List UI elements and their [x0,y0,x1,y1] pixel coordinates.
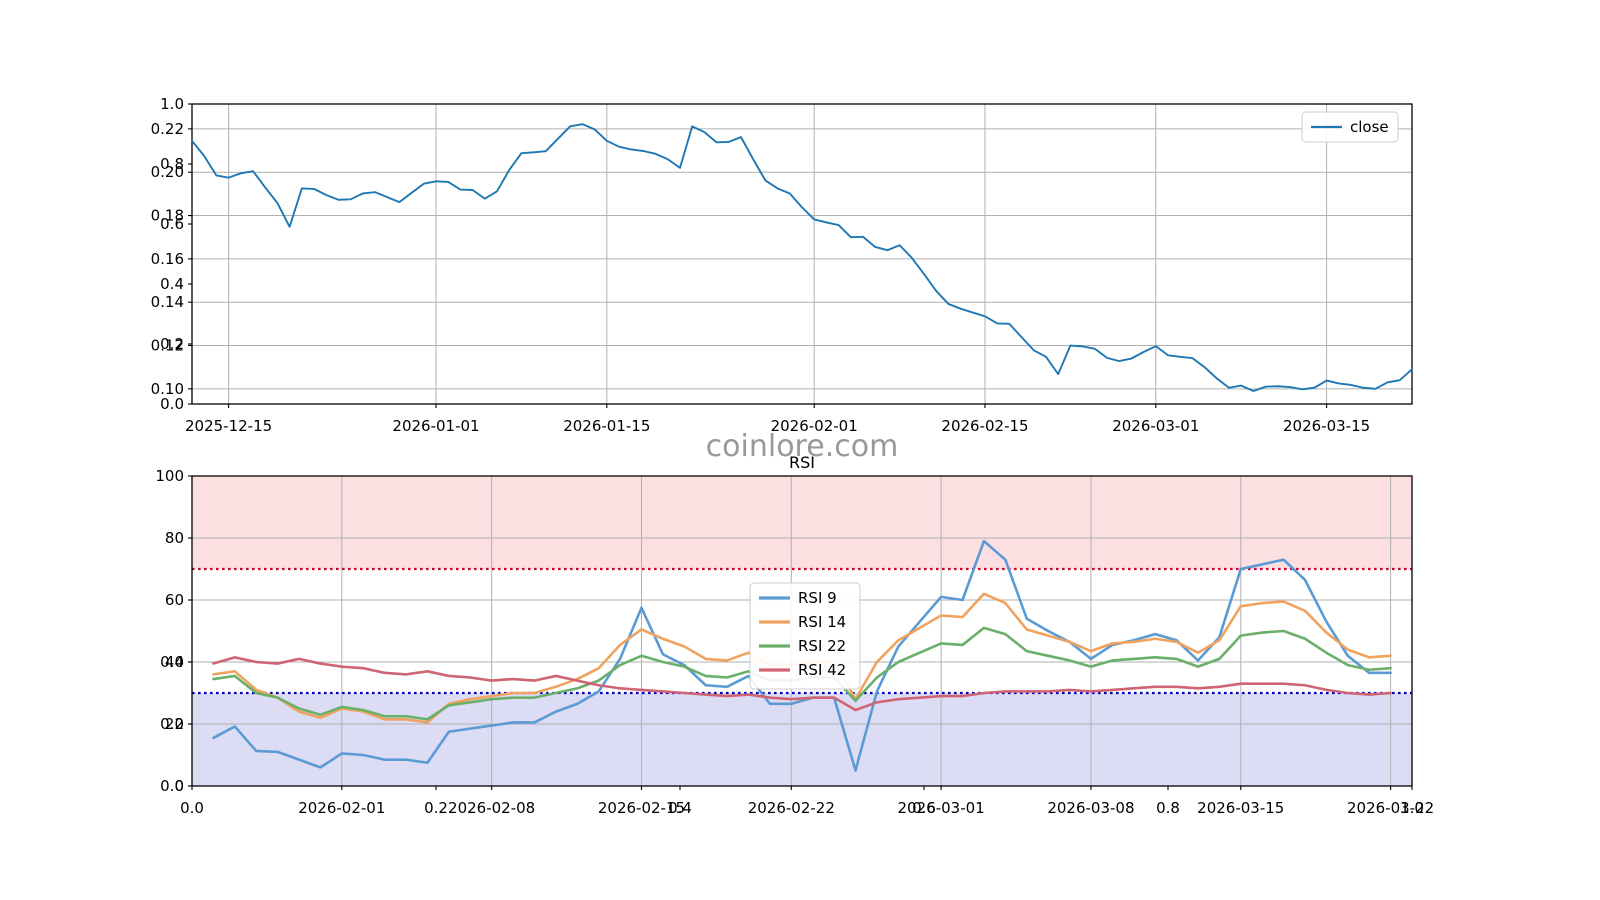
rsi-xtick-label: 2026-02-22 [748,799,835,817]
rsi-band-overbought [192,476,1412,569]
rsi-ytick-label: 0 [174,777,184,795]
price-overlay-ytick-label: 0.2 [160,335,184,353]
rsi-ytick-label: 60 [165,591,184,609]
price-xtick-label: 2026-03-01 [1112,417,1199,435]
rsi-xtick-label: 2026-02-08 [448,799,535,817]
rsi-legend-label-3: RSI 42 [798,661,846,679]
price-axes-frame [191,103,1413,405]
watermark: coinlore.com [706,429,899,464]
rsi-xtick-label: 2026-03-15 [1197,799,1284,817]
rsi-band-oversold [192,693,1412,786]
price-series-close [191,123,1413,392]
rsi-series-rsi-9 [212,539,1392,772]
rsi-series-rsi-42 [212,656,1392,712]
price-overlay-ytick-label: 0.4 [160,275,184,293]
rsi-xtick-label: 2026-03-22 [1347,799,1434,817]
price-ytick-label: 0.14 [151,293,184,311]
price-ytick-label: 0.16 [151,250,184,268]
price-ytick-label: 0.10 [151,380,184,398]
rsi-overlay-xtick-label: 0.8 [1156,799,1180,817]
rsi-xtick-label: 2026-03-01 [898,799,985,817]
rsi-overlay-ytick-label: 0.2 [160,715,184,733]
rsi-overlay-ytick-label: 0.0 [160,777,184,795]
rsi-legend-label-0: RSI 9 [798,589,837,607]
price-xtick-label: 2026-02-15 [941,417,1028,435]
price-ytick-label: 0.20 [151,163,184,181]
price-xtick-label: 2026-03-15 [1283,417,1370,435]
rsi-overlay-ytick-label: 0.4 [160,653,184,671]
rsi-ytick-label: 100 [155,467,184,485]
rsi-xtick-label: 2026-03-08 [1047,799,1134,817]
rsi-axes-frame [191,475,1413,787]
price-ytick-label: 0.18 [151,207,184,225]
rsi-overlay-xtick-label: 0.2 [424,799,448,817]
rsi-legend-label-1: RSI 14 [798,613,846,631]
rsi-overlay-xtick-label: 0.6 [912,799,936,817]
price-xtick-label: 2026-01-01 [392,417,479,435]
price-overlay-ytick-label: 0.6 [160,215,184,233]
rsi-overlay-xtick-label: 1.0 [1400,799,1424,817]
rsi-xtick-label: 2026-02-01 [298,799,385,817]
price-overlay-ytick-label: 1.0 [160,95,184,113]
rsi-legend-box [749,582,861,690]
price-overlay-ytick-label: 0.0 [160,395,184,413]
price-ytick-label: 0.22 [151,120,184,138]
rsi-ytick-label: 80 [165,529,184,547]
price-ytick-label: 0.12 [151,337,184,355]
rsi-ytick-label: 20 [165,715,184,733]
price-xtick-label: 2026-01-15 [563,417,650,435]
rsi-overlay-xtick-label: 0.0 [180,799,204,817]
rsi-ytick-label: 40 [165,653,184,671]
price-legend-label: close [1350,118,1389,136]
rsi-xtick-label: 2026-02-15 [598,799,685,817]
rsi-panel-title: RSI [789,453,815,472]
rsi-legend-label-2: RSI 22 [798,637,846,655]
rsi-overlay-xtick-label: 0.4 [668,799,692,817]
price-overlay-ytick-label: 0.8 [160,155,184,173]
price-xtick-label: 2025-12-15 [185,417,272,435]
price-xtick-label: 2026-02-01 [771,417,858,435]
price-legend-box [1301,111,1399,143]
